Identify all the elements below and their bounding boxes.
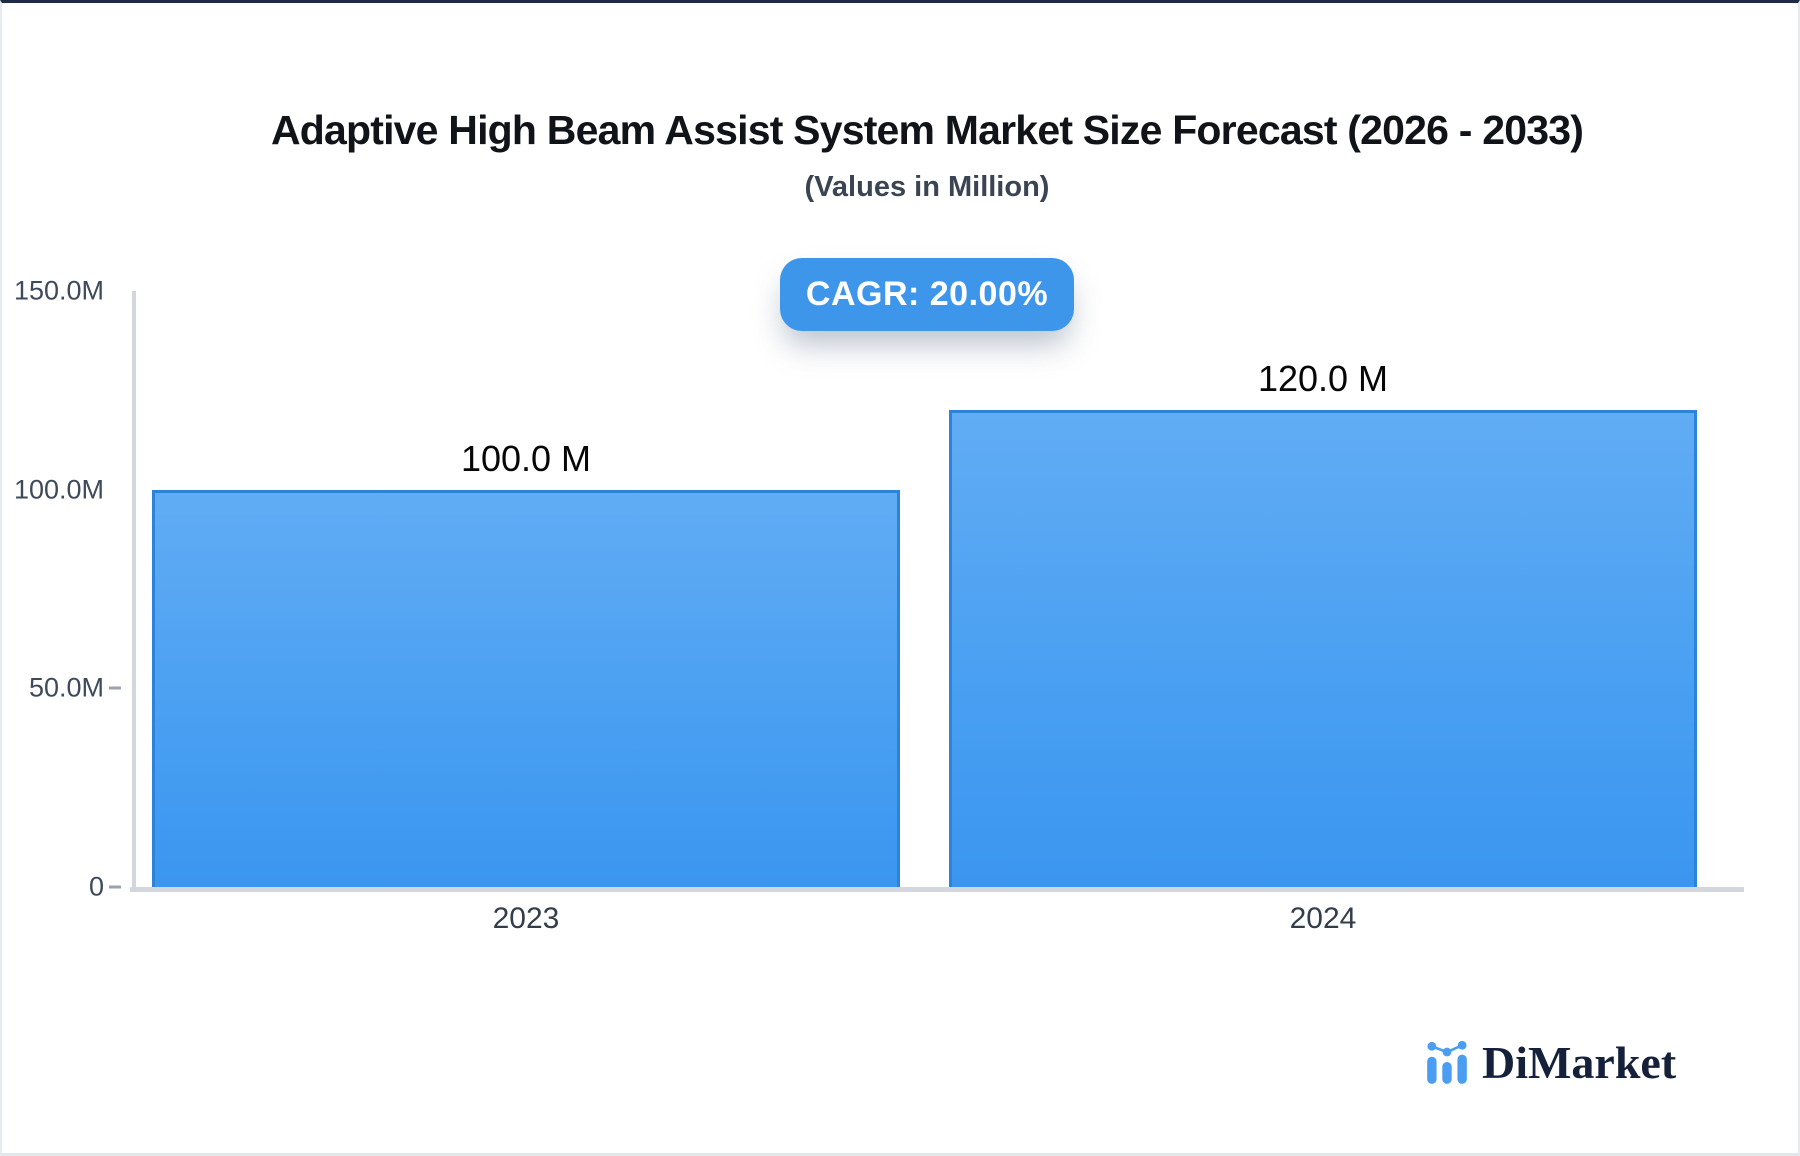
- cagr-badge: CAGR: 20.00%: [780, 258, 1074, 331]
- bar-chart-icon: [1424, 1039, 1470, 1087]
- cagr-badge-label: CAGR: 20.00%: [805, 275, 1049, 313]
- bar-value-label: 120.0 M: [1257, 358, 1389, 400]
- y-axis-tick: [109, 686, 121, 690]
- bar-value-label: 100.0 M: [460, 437, 592, 479]
- y-axis-line: [132, 291, 136, 889]
- bar-2024[interactable]: [949, 410, 1697, 887]
- x-axis-label: 2024: [1289, 902, 1357, 935]
- chart-title: Adaptive High Beam Assist System Market …: [270, 107, 1584, 153]
- brand-logo: DiMarket: [1424, 1039, 1676, 1087]
- y-axis-label: 0: [88, 871, 104, 902]
- brand-logo-text: DiMarket: [1482, 1037, 1677, 1088]
- bar-2023[interactable]: [152, 489, 900, 887]
- x-axis-line: [130, 887, 1744, 892]
- y-axis-label: 50.0M: [28, 672, 104, 703]
- x-axis-label: 2023: [492, 902, 560, 935]
- y-axis-label: 150.0M: [13, 275, 104, 306]
- y-axis-label: 100.0M: [13, 474, 104, 505]
- y-axis-tick: [109, 885, 121, 889]
- chart-subtitle: (Values in Million): [804, 171, 1050, 203]
